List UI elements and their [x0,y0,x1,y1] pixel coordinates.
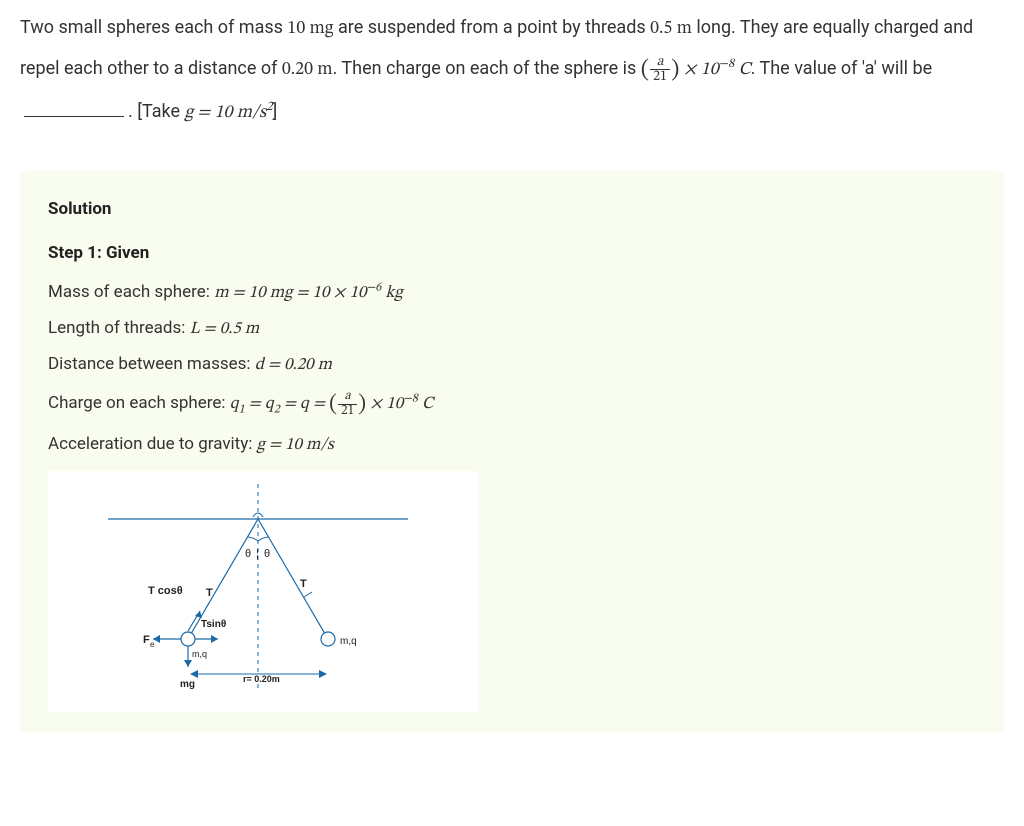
sol3a: Distance between masses: [48,354,255,374]
diag-mq-left: m,q [192,649,207,659]
q-frac: a21 [650,55,670,85]
q-geq: g = 10 m/s [184,104,266,122]
sol5b: g = 10 m/s [257,437,334,454]
sol1b: m = 10 mg = 10 × 10 [214,285,366,302]
q-part4: . Then charge on each of the sphere is [333,58,641,79]
sol4a: Charge on each sphere: [48,393,230,413]
sol2a: Length of threads: [48,318,190,338]
diag-T-right: T [300,578,307,590]
solution-title: Solution [48,199,976,219]
q-frac-den: 21 [650,69,670,85]
answer-blank [24,116,124,117]
sol4-frac: a21 [338,390,357,419]
sol-line-2: Length of threads: L = 0.5 m [48,311,976,347]
q-dist: 0.20 m [282,61,333,79]
q-g: g = 10 m/s2 [184,104,272,122]
sol-line-1: Mass of each sphere: m = 10 mg = 10 × 10… [48,275,976,311]
sol1c: kg [381,285,402,302]
diag-tcos: T cosθ [148,585,183,597]
diag-theta-l: θ [245,548,251,560]
pendulum-diagram: θ ¦ θ [48,471,478,712]
sol-line-5: Acceleration due to gravity: g = 10 m/s [48,427,976,463]
sol-line-3: Distance between masses: d = 0.20 m [48,347,976,383]
sol-line-4: Charge on each sphere: q1 = q2 = q = (a2… [48,383,976,427]
sol4e2: = q = [280,396,329,413]
sol1a: Mass of each sphere: [48,282,214,302]
q-mass: 10 mg [287,20,333,38]
q-part6: . [Take [128,101,184,122]
sol4e1: = q [245,396,274,413]
q-frac-num: a [657,55,664,69]
diag-T-left: T [206,587,213,599]
q-part7: ] [272,101,277,122]
diag-theta-r: θ [264,548,270,560]
question-text: Two small spheres each of mass 10 mg are… [20,10,1004,131]
q-unitc: C [734,61,750,79]
sol4q: q [230,396,239,413]
sol4fd: 21 [338,404,357,419]
q-threadlen: 0.5 m [650,20,692,38]
sol4fn: a [344,390,350,403]
diag-mq-right: m,q [340,636,357,647]
sol1exp: −6 [366,281,381,293]
diag-fe: F [143,634,150,646]
sol5a: Acceleration due to gravity: [48,434,257,454]
step1-title: Step 1: Given [48,243,976,263]
diag-fe-sub: e [150,640,155,649]
q-part2: are suspended from a point by threads [334,17,651,38]
sol3b: d = 0.20 m [255,357,332,374]
q-part5: . The value of 'a' will be [751,58,933,79]
diag-r: r= 0.20m [243,674,280,684]
diag-mg: mg [180,679,195,690]
q-part1: Two small spheres each of mass [20,17,287,38]
diag-tsin: Tsinθ [201,619,226,630]
sol4exp: −8 [403,392,418,404]
solution-box: Solution Step 1: Given Mass of each sphe… [20,171,1004,732]
sol4c: C [418,396,433,413]
q-exp: −8 [719,58,735,71]
diag-sep: ¦ [256,548,259,560]
sol2b: L = 0.5 m [190,321,260,338]
